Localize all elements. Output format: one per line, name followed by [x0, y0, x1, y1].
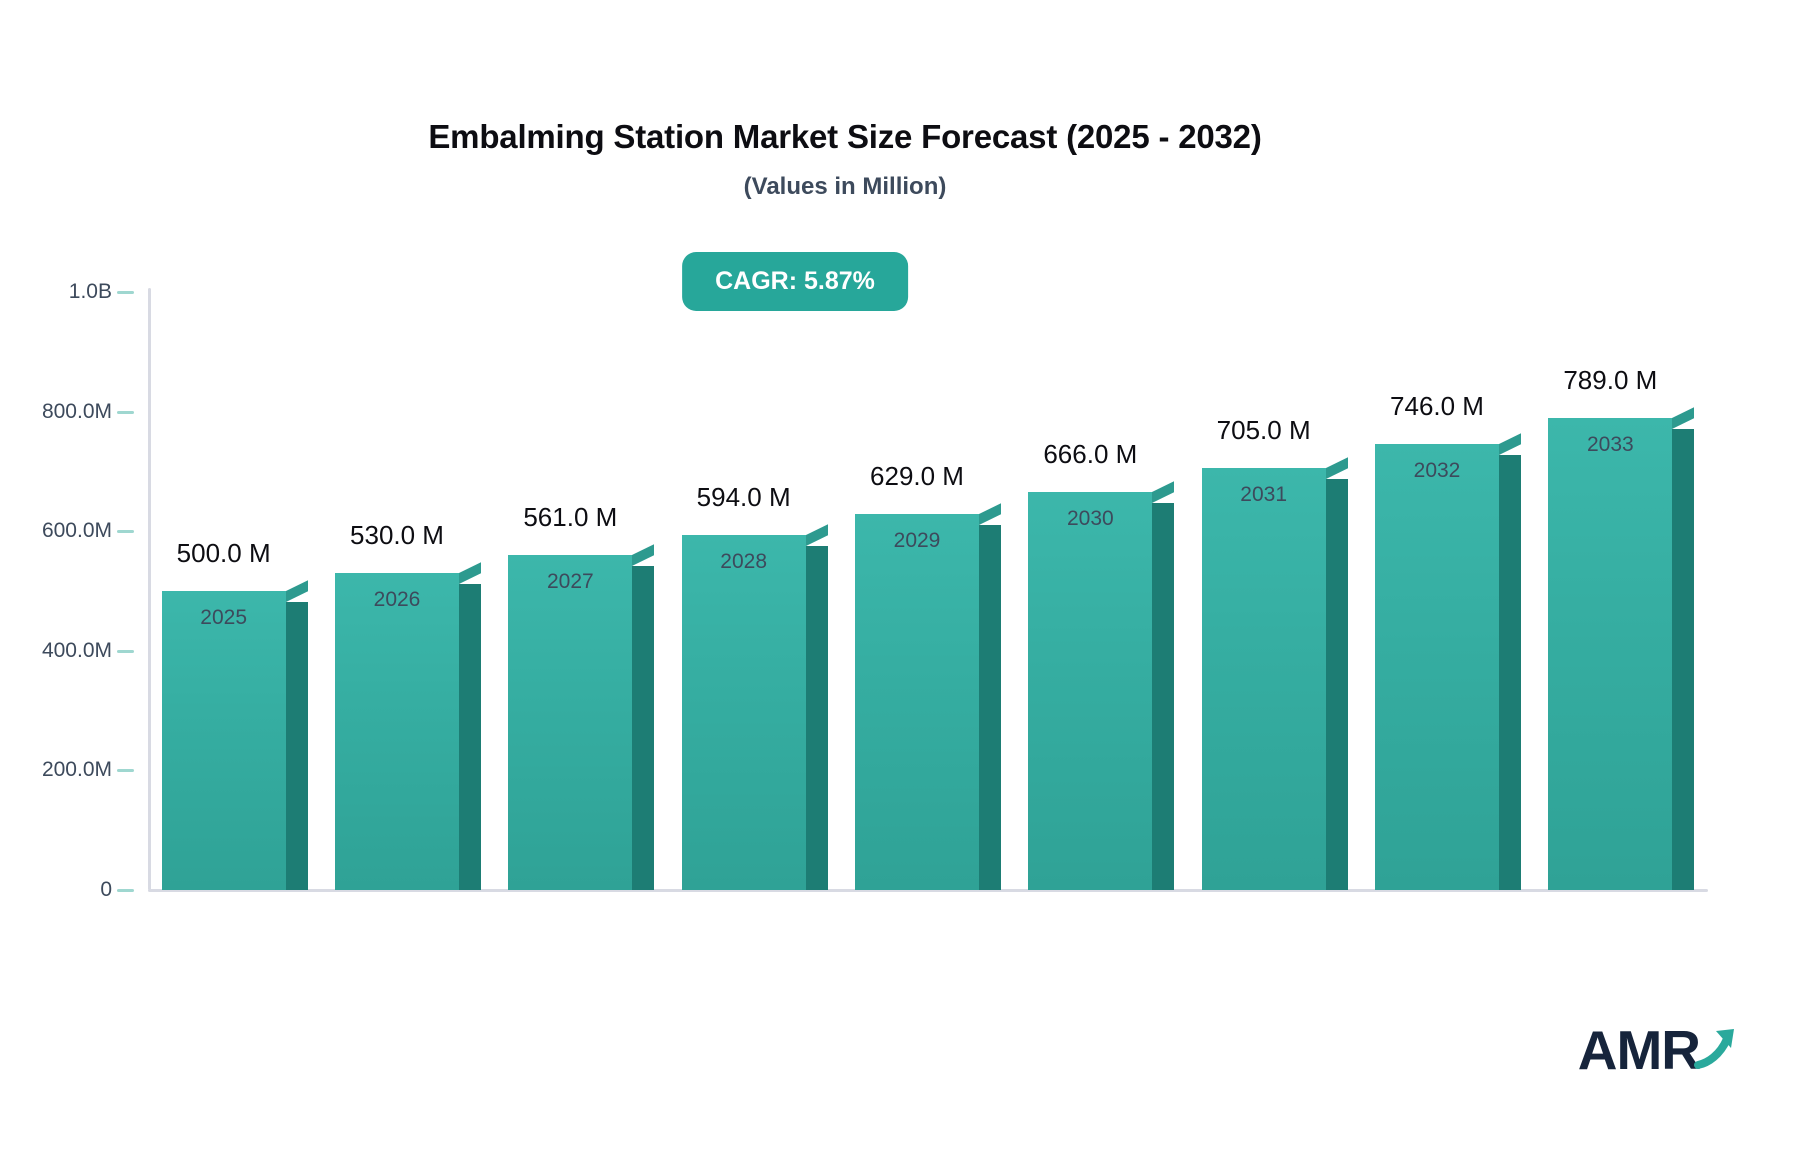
- bar-face: [1028, 491, 1153, 890]
- x-axis-line: [148, 889, 1708, 892]
- x-axis-tick-label: 2031: [1240, 483, 1288, 507]
- bar-side-shading: [459, 584, 481, 890]
- bar-value-label: 705.0 M: [1216, 415, 1311, 446]
- x-axis-tick-label: 2027: [546, 569, 594, 593]
- bar[interactable]: 705.0 M 2031: [1201, 415, 1348, 890]
- amr-logo: AMR: [1578, 1023, 1740, 1078]
- bar-side-shading: [632, 565, 655, 890]
- x-axis-tick-label: 2028: [720, 549, 768, 573]
- y-axis-tick-label: 800.0M: [41, 399, 112, 423]
- x-axis-tick-label: 2025: [200, 606, 248, 629]
- cagr-badge: CAGR: 5.87%: [682, 252, 908, 311]
- x-axis-tick-label: 2032: [1413, 458, 1461, 482]
- chart-subtitle: (Values in Million): [743, 173, 947, 200]
- bar-value-label: 594.0 M: [696, 481, 791, 512]
- bar-value-label: 789.0 M: [1563, 365, 1658, 396]
- bar[interactable]: 789.0 M 2033: [1548, 365, 1695, 890]
- bar-top-shading: [285, 580, 308, 602]
- y-axis-tick-mark: [117, 291, 134, 294]
- bar-value-label: 666.0 M: [1043, 438, 1138, 469]
- bar-value-label: 530.0 M: [350, 520, 444, 551]
- bar-top-shading: [632, 543, 655, 566]
- x-axis-tick-label: 2030: [1066, 506, 1114, 530]
- bar-face: [855, 513, 979, 890]
- x-axis-tick-label: 2033: [1586, 433, 1634, 457]
- bar-face: [335, 573, 459, 890]
- y-axis-tick-label: 0: [100, 878, 112, 901]
- bar-side-shading: [1672, 429, 1695, 890]
- bar-face: [681, 534, 806, 890]
- bar-side-shading: [1499, 454, 1521, 890]
- bar-top-shading: [979, 503, 1001, 525]
- bar-value-label: 629.0 M: [870, 460, 964, 491]
- bar-face: [1548, 418, 1673, 890]
- bar-face: [1201, 468, 1326, 890]
- bar[interactable]: 666.0 M 2030: [1028, 439, 1175, 890]
- bar-top-shading: [1672, 407, 1695, 430]
- bar-value-label: 561.0 M: [523, 501, 618, 532]
- y-axis-tick-label: 600.0M: [41, 519, 112, 543]
- bar-value-label: 746.0 M: [1390, 390, 1484, 421]
- y-axis-tick-label: 1.0B: [68, 280, 112, 303]
- bar-top-shading: [1152, 481, 1175, 503]
- bar[interactable]: 500.0 M 2025: [161, 538, 308, 890]
- bar-face: [508, 554, 633, 890]
- plot-area: 500.0 M 2025 530.0 M 2026 561.0 M 2027 594.0 M…: [148, 285, 1708, 895]
- bar-side-shading: [979, 524, 1001, 890]
- bar-face: [161, 591, 286, 890]
- bar-top-shading: [1499, 433, 1521, 455]
- y-axis-line: [148, 288, 151, 890]
- bar[interactable]: 561.0 M 2027: [508, 502, 655, 890]
- bar-value-label: 500.0 M: [176, 538, 271, 568]
- x-axis-tick-label: 2029: [893, 528, 941, 552]
- bar-side-shading: [1152, 502, 1175, 890]
- y-axis-tick-label: 200.0M: [41, 758, 112, 782]
- y-axis-labels: 0 200.0M 400.0M 600.0M 800.0M 1.0B: [0, 0, 112, 1156]
- y-axis-tick-label: 400.0M: [41, 638, 112, 662]
- bar[interactable]: 530.0 M 2026: [335, 520, 481, 890]
- y-axis-tick-mark: [117, 530, 134, 534]
- bar-top-shading: [1325, 457, 1348, 480]
- bar[interactable]: 746.0 M 2032: [1375, 391, 1521, 890]
- bar[interactable]: 594.0 M 2028: [681, 482, 828, 890]
- page-title: Embalming Station Market Size Forecast (…: [428, 118, 1262, 155]
- bar-top-shading: [805, 524, 828, 546]
- bar-top-shading: [459, 562, 481, 585]
- x-axis-tick-label: 2026: [373, 588, 421, 612]
- bar-side-shading: [285, 602, 308, 890]
- amr-logo-text: AMR: [1577, 1019, 1701, 1081]
- y-axis-tick-mark: [117, 769, 134, 773]
- bar-side-shading: [1325, 479, 1348, 890]
- y-axis-tick-mark: [117, 410, 134, 414]
- trend-up-arrow-icon: [1694, 1025, 1740, 1074]
- bar-side-shading: [805, 545, 828, 890]
- y-axis-tick-mark: [117, 649, 134, 653]
- y-axis-tick-mark: [117, 889, 134, 892]
- bar-face: [1375, 443, 1499, 890]
- bar[interactable]: 629.0 M 2029: [855, 461, 1001, 890]
